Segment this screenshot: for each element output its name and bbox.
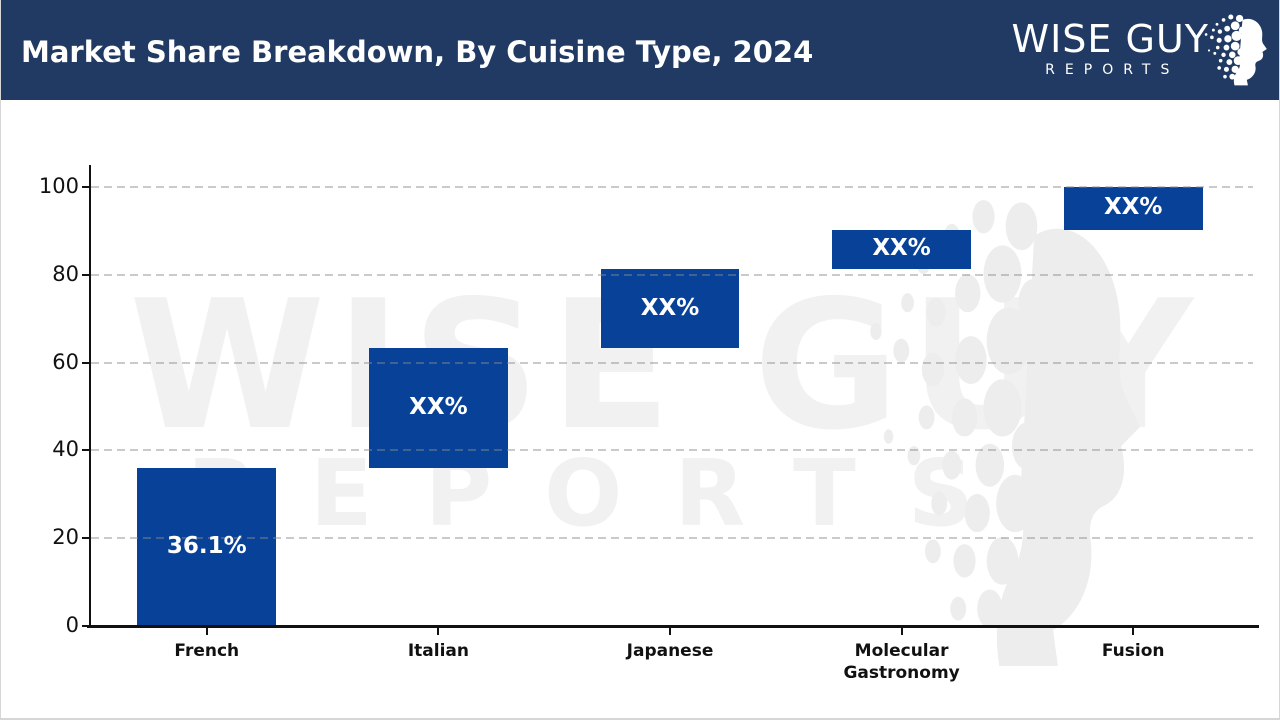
y-tick-label-0: 0 — [65, 613, 79, 637]
bar-value-label: XX% — [1103, 194, 1163, 221]
y-tick-label-80: 80 — [52, 261, 79, 286]
y-axis-spine — [89, 165, 91, 627]
gridline-60 — [91, 361, 1253, 364]
x-tick-1 — [205, 628, 208, 635]
y-tick-20 — [82, 537, 90, 540]
bar-molecular-gastronomy — [832, 229, 972, 270]
gridline-100 — [91, 186, 1253, 188]
bar-value-label: 36.1% — [166, 532, 247, 559]
y-tick-100 — [82, 186, 90, 188]
watermark-reports-text: REPORTS — [187, 440, 1027, 547]
bar-french — [137, 467, 277, 626]
y-tick-60 — [82, 361, 90, 364]
gridline-40 — [91, 449, 1253, 452]
bar-fusion — [1063, 187, 1203, 230]
category-label-french: French — [174, 641, 240, 661]
category-label-japanese: Japanese — [626, 641, 714, 661]
y-tick-0 — [82, 625, 90, 627]
y-tick-40 — [82, 449, 90, 452]
x-tick-2 — [437, 628, 440, 635]
page-title: Market Share Breakdown, By Cuisine Type,… — [21, 35, 814, 69]
logo-reports-label: REPORTS — [1045, 61, 1180, 78]
category-label-fusion: Fusion — [1101, 641, 1165, 661]
gridline-20 — [91, 537, 1253, 540]
x-tick-5 — [1132, 628, 1135, 635]
y-tick-80 — [82, 273, 90, 276]
gridline-80 — [91, 273, 1253, 276]
y-tick-label-60: 60 — [52, 349, 79, 374]
bar-value-label: XX% — [640, 294, 700, 321]
y-tick-label-100: 100 — [38, 174, 79, 198]
wiseguy-face-logo-icon — [1204, 14, 1267, 86]
wiseguy-logo-text: WISE GUY REPORTS — [1011, 17, 1209, 78]
bar-value-label: XX% — [872, 235, 931, 262]
report-header: Market Share Breakdown, By Cuisine Type,… — [1, 0, 1279, 100]
bar-italian — [368, 348, 508, 468]
category-label-italian: Italian — [407, 641, 469, 661]
logo-wiseguy-label: WISE GUY — [1011, 17, 1209, 62]
x-tick-4 — [900, 628, 903, 635]
y-tick-label-20: 20 — [52, 525, 79, 550]
x-tick-3 — [669, 628, 671, 635]
x-axis-spine — [87, 625, 1259, 628]
bar-japanese — [600, 269, 740, 349]
bar-value-label: XX% — [409, 393, 468, 420]
y-tick-label-40: 40 — [52, 437, 79, 462]
category-label-molecular-gastronomy: Molecular Gastronomy — [843, 641, 960, 684]
wiseguy-logo: WISE GUY REPORTS — [1012, 6, 1273, 92]
